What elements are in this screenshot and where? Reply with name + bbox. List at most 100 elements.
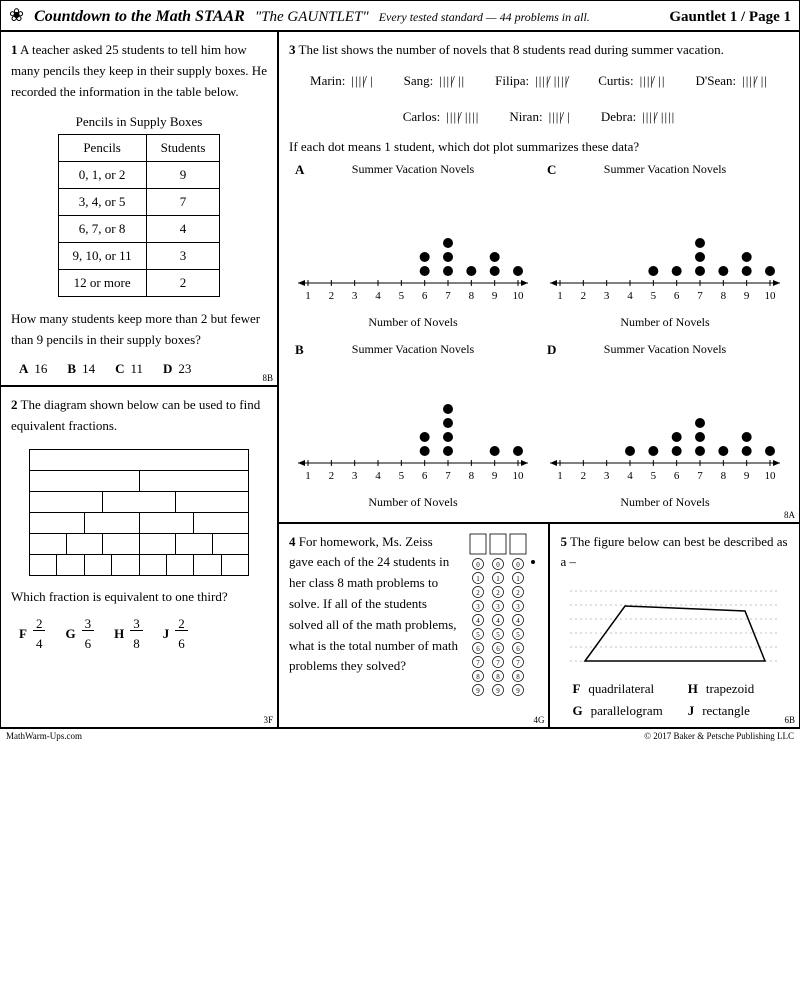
page-header: ❀ Countdown to the Math STAAR "The GAUNT… [0,0,800,31]
p2-answers: F 24G 36H 38J 26 [11,617,267,650]
svg-text:3: 3 [352,290,358,302]
svg-text:0: 0 [497,561,501,569]
svg-text:1: 1 [517,575,521,583]
p1-code: 8B [262,373,273,383]
svg-text:10: 10 [765,290,777,302]
problem-3: 3 The list shows the number of novels th… [278,31,800,523]
header-subtitle: "The GAUNTLET" [255,9,369,26]
svg-text:4: 4 [477,617,481,625]
svg-text:8: 8 [497,673,501,681]
svg-text:10: 10 [513,290,525,302]
svg-text:0: 0 [477,561,481,569]
svg-text:8: 8 [721,290,727,302]
header-title: Countdown to the Math STAAR [34,8,245,26]
svg-text:3: 3 [352,470,358,482]
svg-text:5: 5 [651,290,657,302]
p1-text: A teacher asked 25 students to tell him … [11,42,267,99]
svg-text:4: 4 [517,617,521,625]
svg-text:6: 6 [674,470,680,482]
svg-text:10: 10 [765,470,777,482]
svg-text:9: 9 [492,470,498,482]
problem-1: 1 A teacher asked 25 students to tell hi… [0,31,278,386]
svg-text:9: 9 [497,687,501,695]
page-footer: MathWarm-Ups.com © 2017 Baker & Petsche … [0,728,800,743]
problem-2: 2 The diagram shown below can be used to… [0,386,278,728]
svg-text:1: 1 [305,470,311,482]
svg-text:2: 2 [329,470,335,482]
dotplot-grid: A Summer Vacation Novels 12345678910 Num… [289,158,789,514]
svg-text:8: 8 [517,673,521,681]
dotplot-D: D Summer Vacation Novels 12345678910 Num… [541,338,789,514]
svg-text:6: 6 [497,645,501,653]
svg-text:6: 6 [422,290,428,302]
svg-text:7: 7 [697,470,703,482]
svg-text:5: 5 [399,470,405,482]
svg-text:2: 2 [517,589,521,597]
svg-text:7: 7 [477,659,481,667]
p2-text: The diagram shown below can be used to f… [11,397,260,433]
p1-answers: A 16 B 14 C 11 D 23 [11,361,267,377]
p2-code: 3F [263,715,273,725]
svg-text:9: 9 [492,290,498,302]
svg-text:1: 1 [557,290,563,302]
svg-text:3: 3 [604,290,610,302]
p4-text: For homework, Ms. Zeiss gave each of the… [289,534,458,674]
svg-text:9: 9 [744,470,750,482]
p3-code: 8A [784,510,795,520]
p1-table: PencilsStudents 0, 1, or 29 3, 4, or 57 … [58,134,221,297]
svg-text:8: 8 [469,290,475,302]
dotplot-C: C Summer Vacation Novels 12345678910 Num… [541,158,789,334]
p5-text: The figure below can best be described a… [560,534,787,570]
footer-left: MathWarm-Ups.com [6,731,82,741]
p1-question: How many students keep more than 2 but f… [11,309,267,351]
svg-text:2: 2 [581,470,587,482]
svg-text:6: 6 [517,645,521,653]
header-tagline: Every tested standard — 44 problems in a… [379,10,590,25]
svg-text:5: 5 [399,290,405,302]
svg-text:9: 9 [744,290,750,302]
svg-text:1: 1 [305,290,311,302]
p1-table-title: Pencils in Supply Boxes [11,114,267,130]
svg-text:5: 5 [497,631,501,639]
svg-text:3: 3 [497,603,501,611]
problem-4: 012345678901234567890123456789 4 For hom… [278,523,549,729]
p3-text: The list shows the number of novels that… [299,42,724,57]
svg-text:4: 4 [627,290,633,302]
svg-text:7: 7 [517,659,521,667]
svg-text:3: 3 [604,470,610,482]
svg-text:8: 8 [721,470,727,482]
problem-5: 5 The figure below can best be described… [549,523,800,729]
p3-question: If each dot means 1 student, which dot p… [289,137,789,158]
svg-text:2: 2 [581,290,587,302]
svg-text:4: 4 [497,617,501,625]
header-page: Gauntlet 1 / Page 1 [669,9,791,26]
svg-text:1: 1 [557,470,563,482]
svg-text:2: 2 [477,589,481,597]
svg-text:1: 1 [497,575,501,583]
svg-text:3: 3 [477,603,481,611]
svg-text:6: 6 [674,290,680,302]
svg-text:5: 5 [651,470,657,482]
svg-text:0: 0 [517,561,521,569]
svg-text:7: 7 [697,290,703,302]
svg-text:9: 9 [477,687,481,695]
dotplot-A: A Summer Vacation Novels 12345678910 Num… [289,158,537,334]
dotplot-B: B Summer Vacation Novels 12345678910 Num… [289,338,537,514]
p5-code: 6B [784,715,795,725]
svg-text:3: 3 [517,603,521,611]
svg-text:9: 9 [517,687,521,695]
svg-text:8: 8 [477,673,481,681]
fraction-diagram [29,449,249,576]
p4-code: 4G [533,715,544,725]
svg-text:7: 7 [497,659,501,667]
svg-text:7: 7 [445,290,451,302]
svg-text:4: 4 [627,470,633,482]
svg-text:1: 1 [477,575,481,583]
svg-text:5: 5 [477,631,481,639]
svg-text:5: 5 [517,631,521,639]
svg-text:2: 2 [497,589,501,597]
svg-text:6: 6 [477,645,481,653]
footer-right: © 2017 Baker & Petsche Publishing LLC [644,731,794,741]
svg-text:10: 10 [513,470,525,482]
svg-text:4: 4 [375,470,381,482]
